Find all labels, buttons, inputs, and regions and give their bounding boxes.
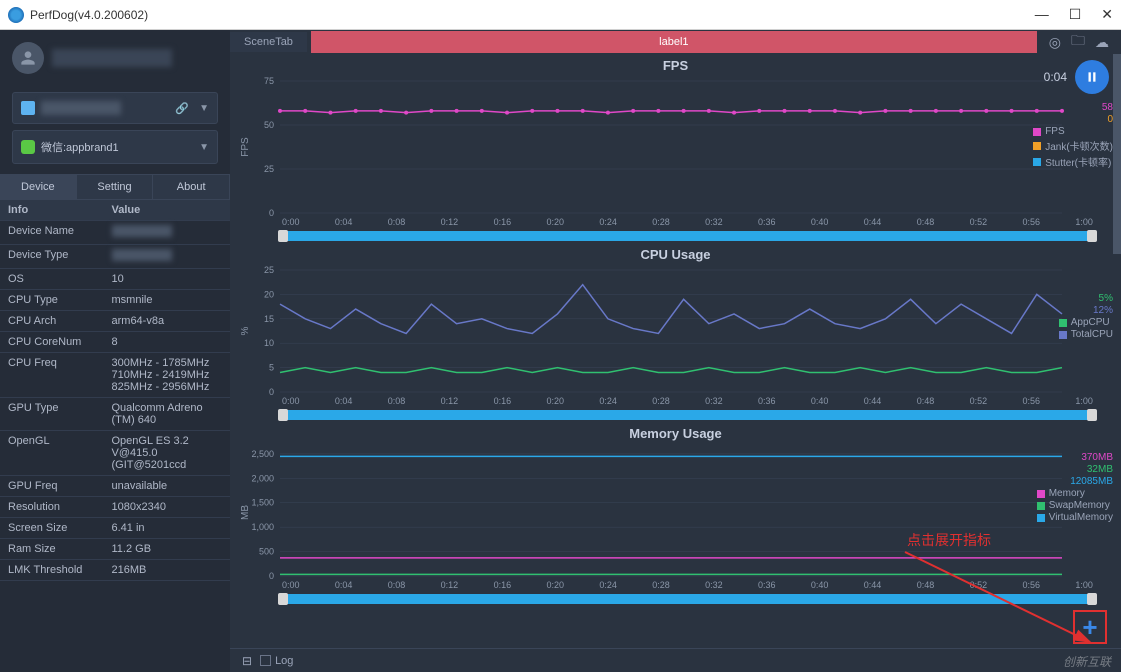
tab-about[interactable]: About bbox=[153, 175, 230, 199]
chevron-down-icon: ▼ bbox=[199, 103, 209, 114]
window-controls: — ☐ ✕ bbox=[1035, 6, 1113, 23]
svg-text:1,500: 1,500 bbox=[251, 498, 274, 508]
device-label bbox=[41, 101, 121, 115]
device-selector[interactable]: 🔗 ▼ bbox=[12, 92, 218, 124]
sidebar: 🔗 ▼ 微信:appbrand1 ▼ Device Setting About … bbox=[0, 30, 230, 672]
log-checkbox[interactable]: Log bbox=[260, 655, 293, 667]
svg-text:0: 0 bbox=[269, 387, 274, 396]
app-label: 微信:appbrand1 bbox=[41, 139, 119, 155]
cloud-icon[interactable]: ☁ bbox=[1095, 34, 1109, 51]
maximize-icon[interactable]: ☐ bbox=[1069, 6, 1082, 23]
top-bar: SceneTab label1 ◎ 🗀 ☁ bbox=[230, 30, 1121, 54]
tab-setting[interactable]: Setting bbox=[77, 175, 154, 199]
time-slider[interactable] bbox=[280, 410, 1095, 420]
mem-chart: Memory Usage 05001,0001,5002,0002,500MB … bbox=[238, 422, 1113, 604]
link-icon: 🔗 bbox=[175, 102, 189, 115]
table-row: Device Name bbox=[0, 221, 230, 245]
svg-text:FPS: FPS bbox=[240, 137, 251, 157]
svg-text:10: 10 bbox=[264, 338, 274, 348]
svg-text:MB: MB bbox=[240, 505, 251, 520]
table-row: LMK Threshold216MB bbox=[0, 560, 230, 581]
titlebar: PerfDog(v4.0.200602) — ☐ ✕ bbox=[0, 0, 1121, 30]
fps-chart: FPS 0 25 50 75 FPS 58 0 FPS Jank(卡顿次数) Stutt… bbox=[238, 54, 1113, 241]
table-row: Ram Size11.2 GB bbox=[0, 539, 230, 560]
table-row: CPU Typemsmnile bbox=[0, 290, 230, 311]
timer: 0:04 bbox=[1044, 70, 1067, 84]
table-row: Device Type bbox=[0, 245, 230, 269]
device-info-table: Info Value Device NameDevice TypeOS10CPU… bbox=[0, 200, 230, 581]
scrollbar-thumb[interactable] bbox=[1113, 54, 1121, 254]
profile-name bbox=[52, 49, 172, 67]
table-row: OS10 bbox=[0, 269, 230, 290]
x-labels: 0:000:040:080:120:160:200:240:280:320:36… bbox=[238, 217, 1113, 227]
tab-device[interactable]: Device bbox=[0, 175, 77, 199]
time-slider[interactable] bbox=[280, 231, 1095, 241]
cpu-legend: 5% 12% AppCPU TotalCPU bbox=[1059, 293, 1113, 341]
svg-text:0: 0 bbox=[269, 208, 274, 217]
svg-text:25: 25 bbox=[264, 266, 274, 275]
svg-text:2,000: 2,000 bbox=[251, 473, 274, 483]
svg-text:2,500: 2,500 bbox=[251, 449, 274, 459]
sidebar-tabs: Device Setting About bbox=[0, 174, 230, 200]
timer-pause: 0:04 bbox=[1044, 60, 1109, 94]
x-labels: 0:000:040:080:120:160:200:240:280:320:36… bbox=[238, 396, 1113, 406]
svg-text:50: 50 bbox=[264, 120, 274, 130]
bottom-bar: ⊟ Log bbox=[230, 648, 1121, 672]
x-labels: 0:000:040:080:120:160:200:240:280:320:36… bbox=[238, 580, 1113, 590]
table-row: GPU Frequnavailable bbox=[0, 476, 230, 497]
table-row: CPU CoreNum8 bbox=[0, 332, 230, 353]
table-header: Info Value bbox=[0, 200, 230, 221]
checkbox-icon bbox=[260, 655, 271, 666]
table-row: CPU Archarm64-v8a bbox=[0, 311, 230, 332]
svg-text:20: 20 bbox=[264, 289, 274, 299]
cpu-chart: CPU Usage 0510152025% 5% 12% AppCPU Tota… bbox=[238, 243, 1113, 420]
content-area: SceneTab label1 ◎ 🗀 ☁ 0:04 FPS 0255075FP… bbox=[230, 30, 1121, 672]
wechat-icon bbox=[21, 140, 35, 154]
avatar-icon bbox=[12, 42, 44, 74]
table-row: CPU Freq300MHz - 1785MHz 710MHz - 2419MH… bbox=[0, 353, 230, 398]
top-icons: ◎ 🗀 ☁ bbox=[1037, 30, 1121, 54]
mem-plot: 0 500 1,000 1,500 2,000 2,500 MB bbox=[238, 445, 1068, 580]
minimize-icon[interactable]: — bbox=[1035, 6, 1049, 23]
plus-icon: + bbox=[1082, 614, 1097, 640]
scene-tab[interactable]: SceneTab bbox=[230, 32, 307, 52]
pause-button[interactable] bbox=[1075, 60, 1109, 94]
table-row: GPU TypeQualcomm Adreno (TM) 640 bbox=[0, 398, 230, 431]
svg-text:500: 500 bbox=[259, 547, 274, 557]
svg-text:5: 5 bbox=[269, 363, 274, 373]
close-icon[interactable]: ✕ bbox=[1101, 6, 1113, 23]
svg-text:75: 75 bbox=[264, 77, 274, 86]
svg-text:15: 15 bbox=[264, 314, 274, 324]
fps-plot: 0 25 50 75 FPS bbox=[238, 77, 1068, 217]
scene-label[interactable]: label1 bbox=[311, 31, 1037, 53]
table-row: Resolution1080x2340 bbox=[0, 497, 230, 518]
expand-icon[interactable]: ⊟ bbox=[242, 654, 252, 668]
svg-text:25: 25 bbox=[264, 164, 274, 174]
chevron-down-icon: ▼ bbox=[199, 142, 209, 153]
expand-metrics-button[interactable]: + bbox=[1073, 610, 1107, 644]
table-row: OpenGLOpenGL ES 3.2 V@415.0 (GIT@5201ccd bbox=[0, 431, 230, 476]
android-icon bbox=[21, 101, 35, 115]
svg-text:%: % bbox=[240, 326, 251, 335]
app-selector[interactable]: 微信:appbrand1 ▼ bbox=[12, 130, 218, 164]
app-logo-icon bbox=[8, 7, 24, 23]
folder-icon[interactable]: 🗀 bbox=[1071, 30, 1085, 54]
profile bbox=[0, 30, 230, 86]
locate-icon[interactable]: ◎ bbox=[1049, 34, 1061, 51]
charts-area: 0:04 FPS 0 25 50 75 FPS 58 0 FPS Jank(卡顿次数) … bbox=[230, 54, 1121, 648]
fps-legend: 58 0 FPS Jank(卡顿次数) Stutter(卡顿率) bbox=[1033, 102, 1113, 170]
time-slider[interactable] bbox=[280, 594, 1095, 604]
cpu-plot: 0 5 10 15 20 25% bbox=[238, 266, 1068, 396]
svg-text:1,000: 1,000 bbox=[251, 522, 274, 532]
table-row: Screen Size6.41 in bbox=[0, 518, 230, 539]
window-title: PerfDog(v4.0.200602) bbox=[30, 8, 148, 22]
svg-text:0: 0 bbox=[269, 571, 274, 580]
mem-legend: 370MB 32MB 12085MB Memory SwapMemory Vir… bbox=[1037, 452, 1113, 524]
